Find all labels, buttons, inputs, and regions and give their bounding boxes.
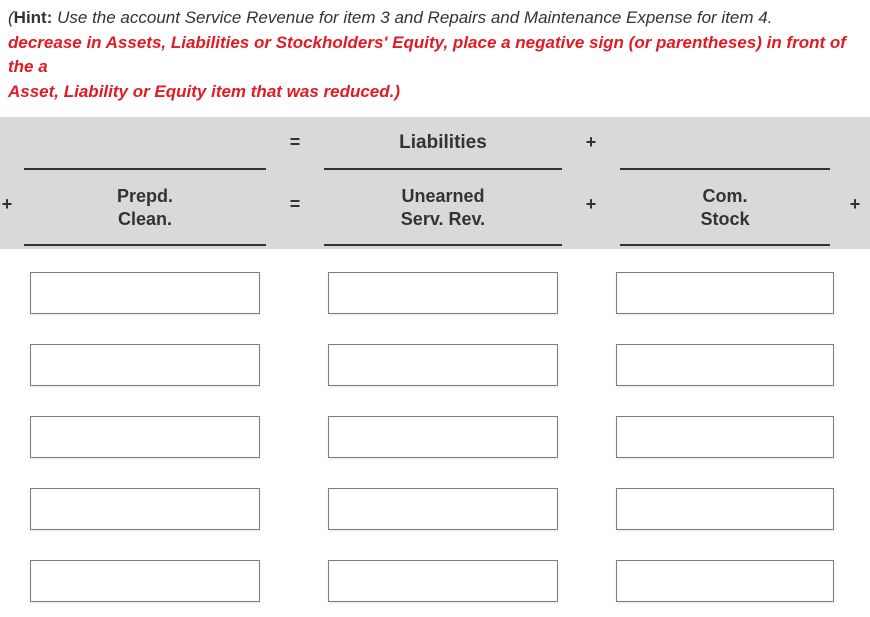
header-prepd: Prepd. (14, 185, 276, 208)
header-row-1: = Liabilities + (0, 117, 870, 169)
assets-input[interactable] (30, 344, 260, 386)
header-equity-sub: Com. Stock (610, 179, 840, 230)
hint-red-line1: decrease in Assets, Liabilities or Stock… (8, 33, 846, 77)
input-row (0, 473, 870, 545)
input-row (0, 401, 870, 473)
equals-operator-2: = (276, 194, 314, 215)
input-row (0, 257, 870, 329)
header-assets-sub: Prepd. Clean. (14, 179, 276, 230)
rule-liab-top (324, 168, 562, 170)
header-liab-sub: Unearned Serv. Rev. (314, 179, 572, 230)
liabilities-input[interactable] (328, 488, 558, 530)
hint-lead-label: Hint: (14, 8, 53, 27)
rule-assets-top (24, 168, 266, 170)
rule-assets-bot (24, 244, 266, 246)
plus-operator-1: + (572, 132, 610, 153)
assets-input[interactable] (30, 272, 260, 314)
plus-operator-right: + (840, 194, 870, 215)
header-row-2: + Prepd. Clean. = Unearned Serv. Rev. + … (0, 170, 870, 240)
rule-equity-bot (620, 244, 830, 246)
liabilities-input[interactable] (328, 272, 558, 314)
header-com: Com. (610, 185, 840, 208)
equity-input[interactable] (616, 488, 834, 530)
header-rule-bottom (0, 240, 870, 249)
equity-input[interactable] (616, 416, 834, 458)
assets-input[interactable] (30, 488, 260, 530)
equity-input[interactable] (616, 560, 834, 602)
liabilities-input[interactable] (328, 416, 558, 458)
input-area (0, 249, 870, 617)
hint-lead-text: Use the account Service Revenue for item… (52, 8, 772, 27)
hint-block: (Hint: Use the account Service Revenue f… (0, 0, 870, 117)
equals-operator: = (276, 132, 314, 153)
header-clean: Clean. (14, 208, 276, 231)
liabilities-input[interactable] (328, 560, 558, 602)
hint-lead: (Hint: Use the account Service Revenue f… (8, 8, 772, 27)
header-unearned: Unearned (314, 185, 572, 208)
equity-input[interactable] (616, 344, 834, 386)
header-rule-top (0, 169, 870, 170)
plus-operator-2: + (572, 194, 610, 215)
input-row (0, 545, 870, 617)
header-servrev: Serv. Rev. (314, 208, 572, 231)
rule-liab-bot (324, 244, 562, 246)
input-row (0, 329, 870, 401)
liabilities-input[interactable] (328, 344, 558, 386)
equity-input[interactable] (616, 272, 834, 314)
assets-input[interactable] (30, 560, 260, 602)
hint-red-line2: Asset, Liability or Equity item that was… (8, 82, 400, 101)
plus-operator-left: + (0, 194, 14, 215)
header-stock: Stock (610, 208, 840, 231)
assets-input[interactable] (30, 416, 260, 458)
header-liabilities: Liabilities (314, 132, 572, 154)
rule-equity-top (620, 168, 830, 170)
